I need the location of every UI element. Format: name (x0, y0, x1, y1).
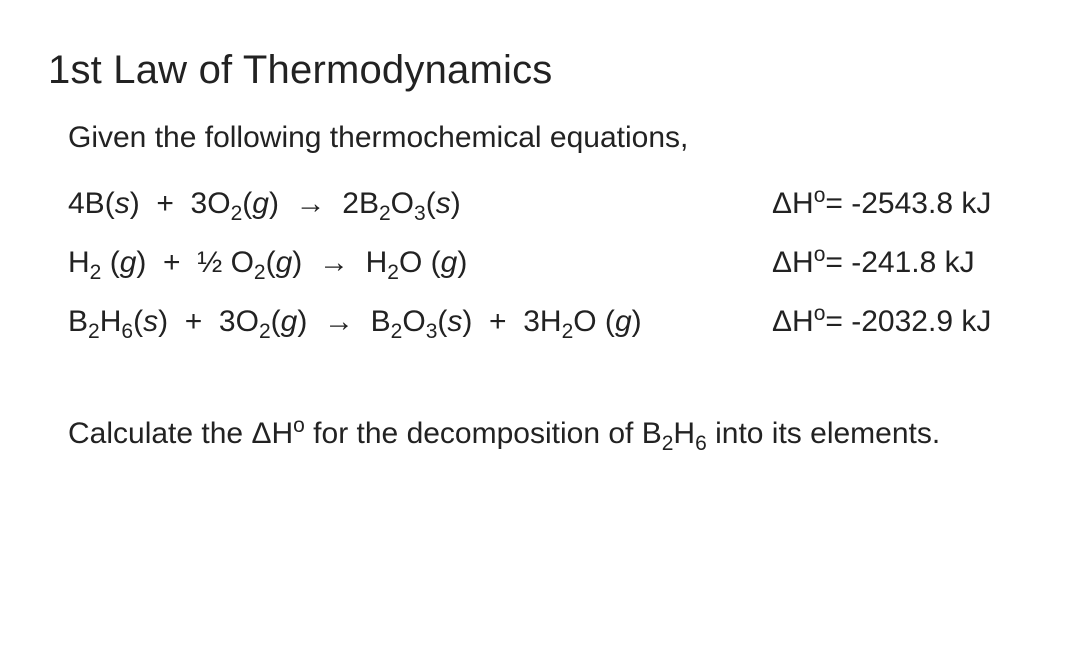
page: 1st Law of Thermodynamics Given the foll… (0, 0, 1080, 458)
equation-deltaH: ΔHo= -2032.9 kJ (772, 293, 1032, 350)
equation-lhs: B2H6(s) + 3O2(g) → B2O3(s) + 3H2O (g) (68, 293, 642, 352)
page-title: 1st Law of Thermodynamics (48, 48, 1032, 93)
equation-row: H2 (g) + ½ O2(g) → H2O (g) ΔHo= -241.8 k… (68, 234, 1032, 293)
equation-lhs: 4B(s) + 3O2(g) → 2B2O3(s) (68, 175, 461, 234)
question-text: Calculate the ΔHo for the decomposition … (68, 412, 988, 458)
equation-deltaH: ΔHo= -2543.8 kJ (772, 175, 1032, 232)
intro-text: Given the following thermochemical equat… (68, 121, 1032, 155)
equation-row: B2H6(s) + 3O2(g) → B2O3(s) + 3H2O (g) ΔH… (68, 293, 1032, 352)
equation-lhs: H2 (g) + ½ O2(g) → H2O (g) (68, 234, 467, 293)
equation-row: 4B(s) + 3O2(g) → 2B2O3(s) ΔHo= -2543.8 k… (68, 175, 1032, 234)
problem-body: Given the following thermochemical equat… (48, 121, 1032, 458)
equation-deltaH: ΔHo= -241.8 kJ (772, 234, 1032, 291)
